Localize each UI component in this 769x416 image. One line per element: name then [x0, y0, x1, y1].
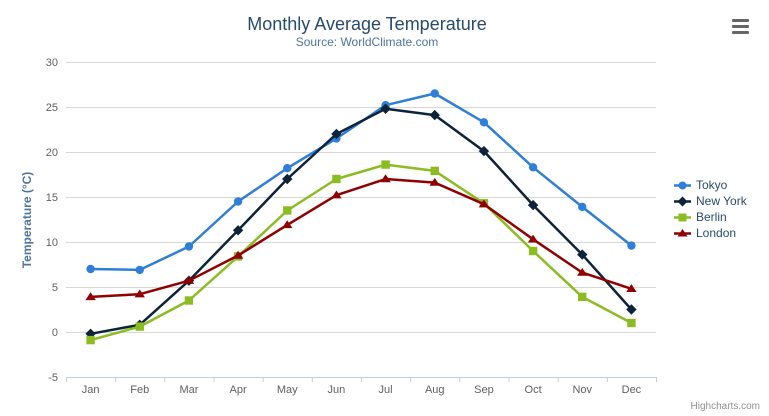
series-tokyo	[86, 89, 636, 275]
data-point-new-york[interactable]	[429, 109, 440, 121]
data-point-berlin[interactable]	[332, 174, 341, 184]
y-axis-label: 0	[52, 327, 58, 339]
series-line-new-york	[89, 107, 633, 336]
series-line-london	[89, 177, 633, 299]
context-menu-button[interactable]	[732, 19, 749, 34]
data-point-berlin[interactable]	[528, 246, 538, 256]
series-line-tokyo	[89, 92, 633, 272]
data-point-tokyo[interactable]	[627, 241, 636, 250]
data-point-london[interactable]	[282, 220, 293, 229]
data-point-london[interactable]	[577, 267, 588, 276]
legend-label: Berlin	[696, 210, 727, 224]
data-point-new-york[interactable]	[577, 249, 588, 260]
x-axis-label: Aug	[425, 384, 445, 396]
triangle-marker-icon	[674, 228, 691, 236]
data-point-tokyo[interactable]	[184, 242, 194, 251]
legend-label: Tokyo	[696, 178, 728, 192]
circle-marker-icon	[674, 181, 691, 189]
x-axis-label: Oct	[525, 384, 542, 396]
legend: Tokyo New York Berlin London	[674, 177, 747, 241]
burger-bar	[732, 31, 749, 34]
data-point-london[interactable]	[232, 250, 244, 259]
data-point-tokyo[interactable]	[233, 197, 243, 206]
x-axis-label: Jul	[379, 384, 393, 396]
data-point-tokyo[interactable]	[283, 164, 292, 173]
data-point-new-york[interactable]	[282, 173, 293, 185]
data-point-tokyo[interactable]	[135, 265, 144, 275]
legend-item-london[interactable]: London	[674, 225, 747, 241]
data-point-new-york[interactable]	[232, 225, 244, 236]
x-axis-label: Jan	[82, 384, 100, 396]
data-point-london[interactable]	[134, 289, 145, 298]
x-axis-label: May	[277, 384, 298, 396]
data-point-berlin[interactable]	[578, 292, 587, 302]
x-axis-label: Jun	[328, 384, 346, 396]
data-point-london[interactable]	[429, 177, 440, 186]
x-axis-label: Feb	[130, 384, 149, 396]
legend-label: London	[696, 226, 737, 240]
data-point-tokyo[interactable]	[479, 118, 489, 127]
data-point-berlin[interactable]	[86, 335, 95, 345]
chart-title: Monthly Average Temperature	[247, 14, 487, 34]
y-axis-label: 15	[46, 192, 58, 204]
data-point-new-york[interactable]	[478, 145, 490, 157]
data-point-new-york[interactable]	[626, 304, 637, 315]
y-axis-label: 30	[46, 57, 58, 69]
data-point-tokyo[interactable]	[430, 89, 439, 98]
burger-bar	[732, 19, 749, 22]
y-axis-label: 5	[52, 282, 58, 294]
data-point-berlin[interactable]	[627, 318, 636, 328]
data-point-london[interactable]	[527, 234, 539, 243]
data-point-new-york[interactable]	[331, 128, 342, 140]
x-axis-label: Sep	[474, 384, 494, 396]
legend-item-new-york[interactable]: New York	[674, 193, 747, 209]
data-point-london[interactable]	[331, 190, 342, 199]
burger-bar	[732, 25, 749, 28]
x-axis-label: Mar	[179, 384, 198, 396]
series-line-berlin	[89, 163, 633, 342]
data-point-tokyo[interactable]	[578, 202, 587, 212]
y-axis-title: Temperature (°C)	[20, 171, 34, 269]
square-marker-icon	[674, 213, 691, 221]
credits-link[interactable]: Highcharts.com	[690, 401, 760, 412]
y-axis-label: -5	[48, 372, 58, 384]
data-point-london[interactable]	[478, 199, 490, 208]
x-axis-label: Apr	[230, 384, 247, 396]
legend-item-berlin[interactable]: Berlin	[674, 209, 747, 225]
data-point-tokyo[interactable]	[86, 264, 95, 274]
chart-subtitle: Source: WorldClimate.com	[295, 35, 439, 49]
x-axis-label: Dec	[622, 384, 642, 396]
data-point-berlin[interactable]	[381, 160, 390, 169]
y-axis-label: 20	[46, 147, 58, 159]
data-point-berlin[interactable]	[430, 166, 439, 176]
data-point-berlin[interactable]	[283, 206, 292, 215]
x-axis-label: Nov	[572, 384, 592, 396]
data-point-london[interactable]	[626, 284, 637, 292]
y-axis-label: 10	[46, 237, 58, 249]
data-point-berlin[interactable]	[184, 296, 194, 305]
data-point-new-york[interactable]	[527, 199, 539, 211]
data-point-new-york[interactable]	[380, 103, 391, 114]
series-new-york	[85, 103, 637, 339]
data-point-london[interactable]	[380, 174, 391, 183]
data-point-berlin[interactable]	[135, 322, 144, 331]
y-axis-label: 25	[46, 102, 58, 114]
diamond-marker-icon	[674, 196, 691, 206]
series-london	[85, 174, 637, 301]
legend-item-tokyo[interactable]: Tokyo	[674, 177, 747, 193]
data-point-tokyo[interactable]	[528, 163, 538, 172]
legend-label: New York	[696, 194, 747, 208]
data-point-london[interactable]	[183, 276, 195, 284]
data-point-london[interactable]	[85, 292, 96, 301]
